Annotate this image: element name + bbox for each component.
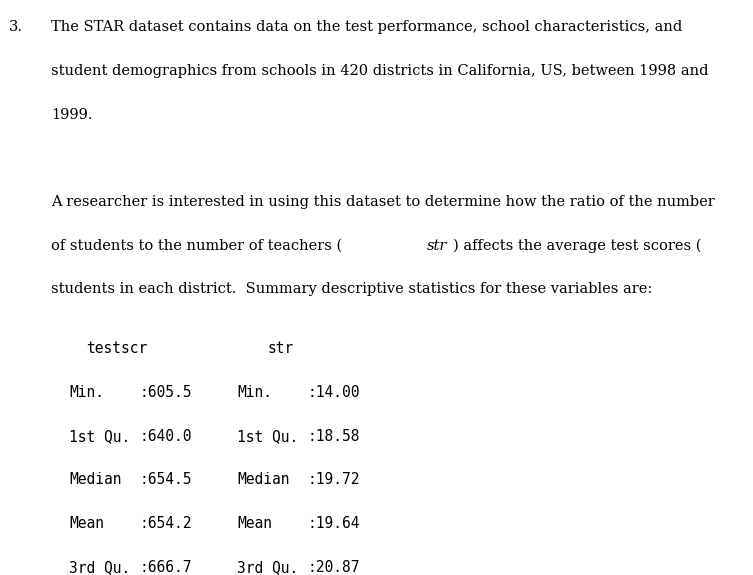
Text: str: str [267,342,294,356]
Text: :654.2: :654.2 [139,516,192,531]
Text: :19.64: :19.64 [307,516,360,531]
Text: :640.0: :640.0 [139,429,192,444]
Text: Median: Median [237,473,290,488]
Text: 1999.: 1999. [51,108,93,121]
Text: :19.72: :19.72 [307,473,360,488]
Text: Mean: Mean [237,516,272,531]
Text: 3.: 3. [9,20,23,34]
Text: Median: Median [69,473,122,488]
Text: students in each district.  Summary descriptive statistics for these variables a: students in each district. Summary descr… [51,282,652,296]
Text: The STAR dataset contains data on the test performance, school characteristics, : The STAR dataset contains data on the te… [51,20,682,34]
Text: 3rd Qu.: 3rd Qu. [237,560,298,575]
Text: ) affects the average test scores (: ) affects the average test scores ( [453,239,702,253]
Text: 3rd Qu.: 3rd Qu. [69,560,130,575]
Text: testscr: testscr [87,342,148,356]
Text: of students to the number of teachers (: of students to the number of teachers ( [51,239,343,252]
Text: :18.58: :18.58 [307,429,360,444]
Text: :20.87: :20.87 [307,560,360,575]
Text: 1st Qu.: 1st Qu. [237,429,298,444]
Text: str: str [427,239,447,252]
Text: 1st Qu.: 1st Qu. [69,429,130,444]
Text: Mean: Mean [69,516,104,531]
Text: :654.5: :654.5 [139,473,192,488]
Text: Min.: Min. [69,385,104,400]
Text: :605.5: :605.5 [139,385,192,400]
Text: A researcher is interested in using this dataset to determine how the ratio of t: A researcher is interested in using this… [51,195,715,209]
Text: student demographics from schools in 420 districts in California, US, between 19: student demographics from schools in 420… [51,64,709,78]
Text: Min.: Min. [237,385,272,400]
Text: :14.00: :14.00 [307,385,360,400]
Text: :666.7: :666.7 [139,560,192,575]
